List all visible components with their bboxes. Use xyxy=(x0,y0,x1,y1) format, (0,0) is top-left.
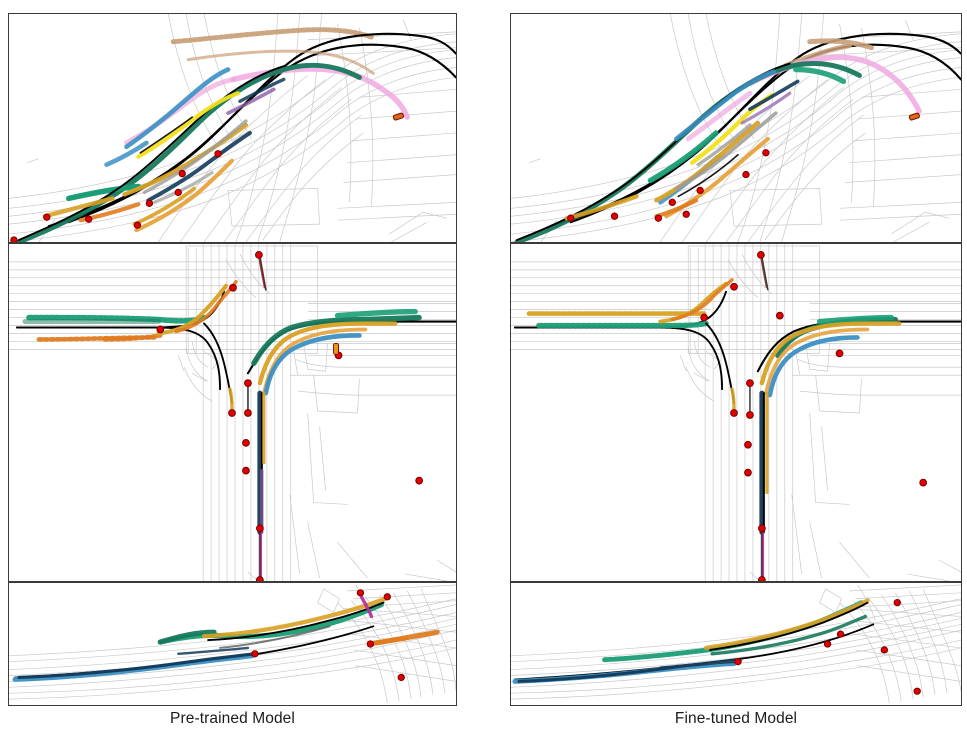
map-lanes xyxy=(9,244,456,581)
panel-pretrained-scene-straight xyxy=(8,582,457,706)
agent-position-markers xyxy=(156,251,424,581)
map-lanes xyxy=(511,244,961,581)
column-finetuned: Fine-tuned Model xyxy=(510,0,967,739)
map-lanes xyxy=(9,14,456,242)
agent-position-markers xyxy=(251,589,405,682)
panel-finetuned-scene-straight xyxy=(510,582,962,706)
caption-pretrained: Pre-trained Model xyxy=(170,710,295,727)
map-lanes xyxy=(9,584,456,704)
trajectories xyxy=(16,27,456,242)
agent-position-markers xyxy=(10,112,404,242)
panel-finetuned-scene-intersection xyxy=(510,243,962,582)
agent-position-markers xyxy=(734,599,921,695)
agent-position-markers xyxy=(700,251,928,581)
trajectories xyxy=(514,32,961,242)
panel-finetuned-scene-curve xyxy=(510,13,962,243)
map-lanes xyxy=(511,584,961,704)
trajectories xyxy=(514,253,961,581)
panel-pretrained-scene-curve xyxy=(8,13,457,243)
trajectories xyxy=(12,595,440,682)
column-pretrained: Pre-trained Model xyxy=(8,0,478,739)
caption-finetuned: Fine-tuned Model xyxy=(674,710,798,727)
panel-pretrained-scene-intersection xyxy=(8,243,457,582)
agent-position-markers xyxy=(567,112,920,222)
